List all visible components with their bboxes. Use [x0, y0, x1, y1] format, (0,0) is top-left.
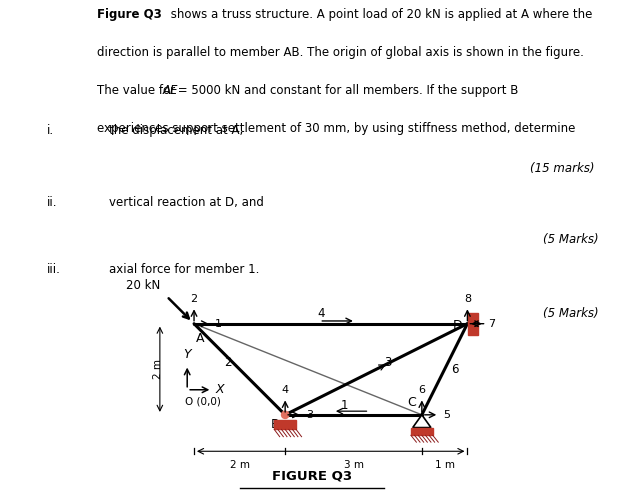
Polygon shape	[412, 415, 431, 428]
Text: ii.: ii.	[47, 196, 57, 209]
Text: 20 kN: 20 kN	[126, 279, 160, 292]
Text: vertical reaction at D, and: vertical reaction at D, and	[109, 196, 264, 209]
Text: (5 Marks): (5 Marks)	[543, 307, 598, 320]
Text: 6: 6	[418, 385, 426, 395]
Text: 5: 5	[443, 410, 450, 420]
Text: 4: 4	[281, 385, 289, 395]
Text: Y: Y	[183, 348, 191, 361]
Text: experiences support settlement of 30 mm, by using stiffness method, determine: experiences support settlement of 30 mm,…	[97, 122, 575, 135]
Text: AE: AE	[162, 84, 178, 97]
Text: FIGURE Q3: FIGURE Q3	[272, 470, 352, 483]
Text: 1 m: 1 m	[435, 461, 455, 471]
Text: iii.: iii.	[47, 262, 61, 275]
Text: B: B	[271, 419, 279, 432]
Text: 2 m: 2 m	[230, 461, 250, 471]
Bar	[469, 313, 479, 335]
Text: 4: 4	[318, 307, 325, 320]
Text: axial force for member 1.: axial force for member 1.	[109, 262, 260, 275]
Text: Figure Q3: Figure Q3	[97, 8, 162, 21]
Text: (15 marks): (15 marks)	[530, 162, 595, 175]
Text: C: C	[407, 396, 416, 409]
Text: 2 m: 2 m	[153, 359, 163, 379]
Text: 2: 2	[225, 356, 232, 369]
Bar	[274, 420, 296, 430]
Text: 1: 1	[341, 399, 348, 412]
Text: = 5000 kN and constant for all members. If the support B: = 5000 kN and constant for all members. …	[174, 84, 519, 97]
Circle shape	[281, 411, 289, 419]
Text: 6: 6	[451, 363, 459, 376]
Text: (5 Marks): (5 Marks)	[543, 234, 598, 247]
Text: direction is parallel to member AB. The origin of global axis is shown in the fi: direction is parallel to member AB. The …	[97, 46, 583, 59]
Text: 8: 8	[464, 294, 471, 304]
Text: A: A	[197, 332, 205, 345]
Text: i.: i.	[47, 124, 54, 137]
Text: X: X	[216, 383, 225, 396]
Text: 3: 3	[384, 356, 391, 369]
Text: D: D	[452, 319, 462, 332]
Text: 3 m: 3 m	[343, 461, 364, 471]
Text: O (0,0): O (0,0)	[185, 397, 221, 407]
Text: 2: 2	[190, 294, 198, 304]
Bar	[411, 428, 433, 435]
Text: 3: 3	[306, 410, 313, 420]
Text: 7: 7	[489, 319, 495, 329]
Text: The value for: The value for	[97, 84, 178, 97]
Text: 1: 1	[215, 319, 222, 329]
Text: the displacement at A,: the displacement at A,	[109, 124, 243, 137]
Text: shows a truss structure. A point load of 20 kN is applied at A where the: shows a truss structure. A point load of…	[167, 8, 593, 21]
